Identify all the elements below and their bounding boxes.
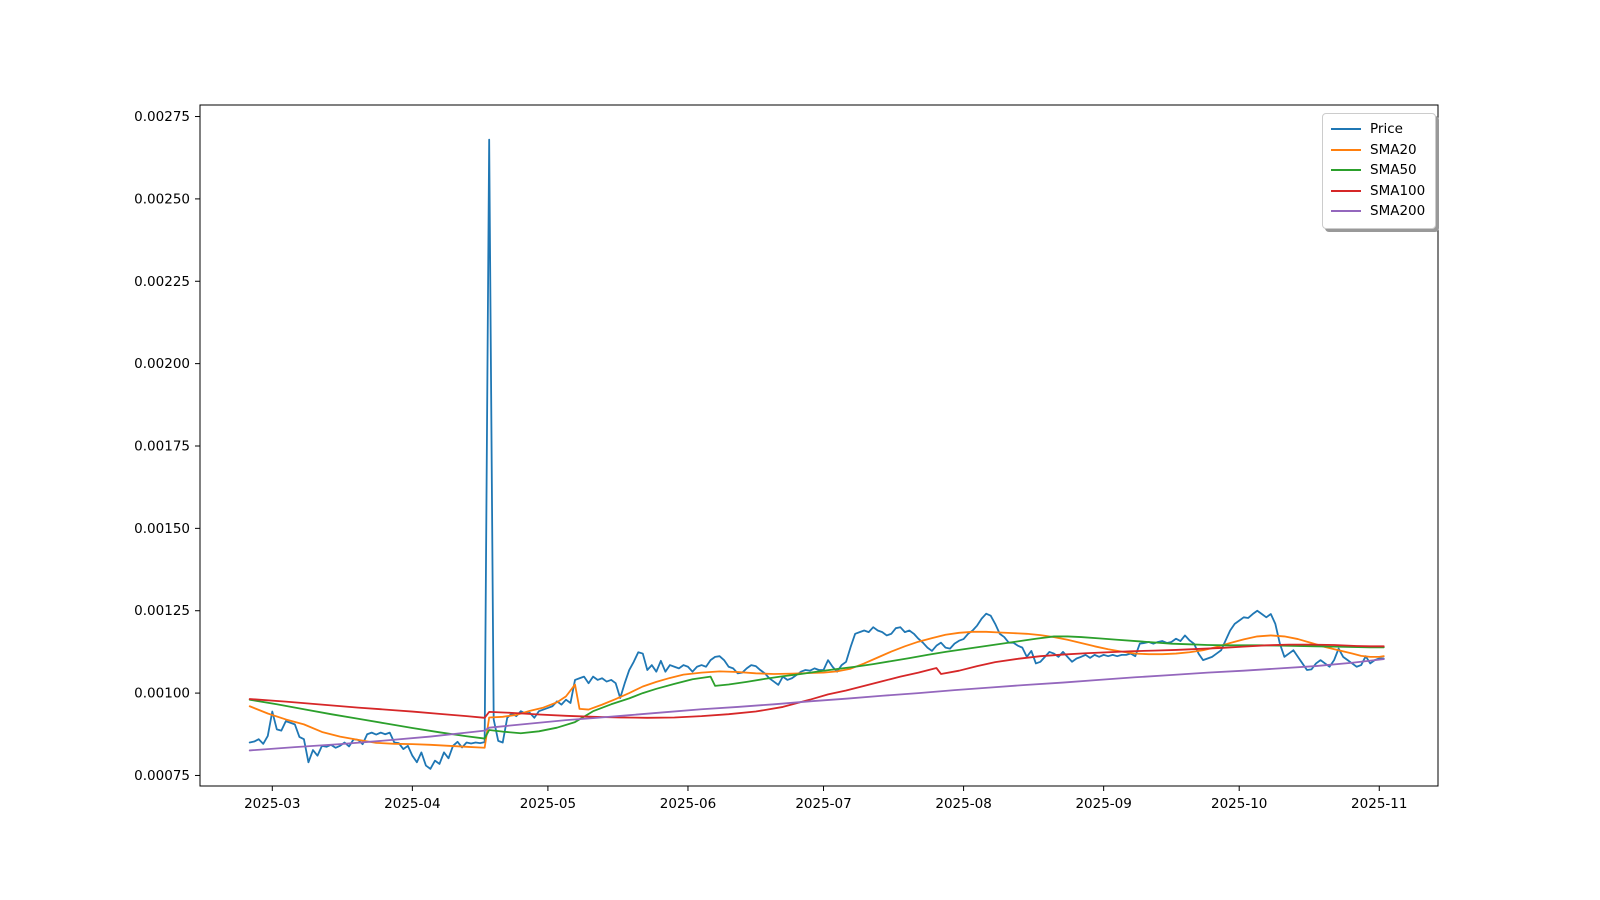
legend-label: Price [1370,121,1403,138]
x-tick-label: 2025-03 [244,796,300,812]
legend-label: SMA50 [1370,162,1417,179]
legend-item-sma100: SMA100 [1331,181,1427,202]
chart-legend: Price SMA20 SMA50 SMA100 SMA200 [1322,113,1436,229]
y-tick-label: 0.00100 [134,686,190,702]
y-tick-label: 0.00125 [134,603,190,619]
legend-line-swatch [1331,169,1361,172]
y-tick-label: 0.00250 [134,191,190,207]
legend-item-sma50: SMA50 [1331,160,1427,181]
legend-line-swatch [1331,128,1361,131]
y-tick-label: 0.00175 [134,438,190,454]
legend-label: SMA100 [1370,182,1426,199]
legend-line-swatch [1331,210,1361,213]
y-tick-label: 0.00075 [134,768,190,784]
legend-label: SMA200 [1370,203,1426,220]
x-tick-label: 2025-09 [1075,796,1131,812]
x-tick-label: 2025-08 [935,796,991,812]
x-tick-label: 2025-04 [384,796,440,812]
x-tick-label: 2025-06 [660,796,716,812]
y-tick-label: 0.00275 [134,109,190,125]
series-line-sma100 [248,643,1385,719]
legend-item-price: Price [1331,119,1427,140]
x-tick-label: 2025-07 [795,796,851,812]
series-line-sma50 [248,635,1385,740]
series-line-sma200 [248,658,1385,752]
plot-frame [199,104,1439,787]
series-line-price [248,138,1385,770]
y-tick-label: 0.00150 [134,521,190,537]
y-tick-label: 0.00200 [134,356,190,372]
series-line-sma20 [248,630,1385,749]
legend-label: SMA20 [1370,141,1417,158]
series-group [248,138,1385,770]
legend-item-sma200: SMA200 [1331,201,1427,222]
x-tick-label: 2025-05 [520,796,576,812]
legend-item-sma20: SMA20 [1331,140,1427,161]
tick-labels-group: 2025-03 2025-04 2025-05 2025-06 2025-07 2025-… [134,109,1407,812]
y-tick-label: 0.00225 [134,274,190,290]
legend-line-swatch [1331,189,1361,192]
legend-line-swatch [1331,148,1361,151]
x-tick-label: 2025-11 [1351,796,1407,812]
x-tick-label: 2025-10 [1211,796,1267,812]
axes-group [195,104,1439,791]
